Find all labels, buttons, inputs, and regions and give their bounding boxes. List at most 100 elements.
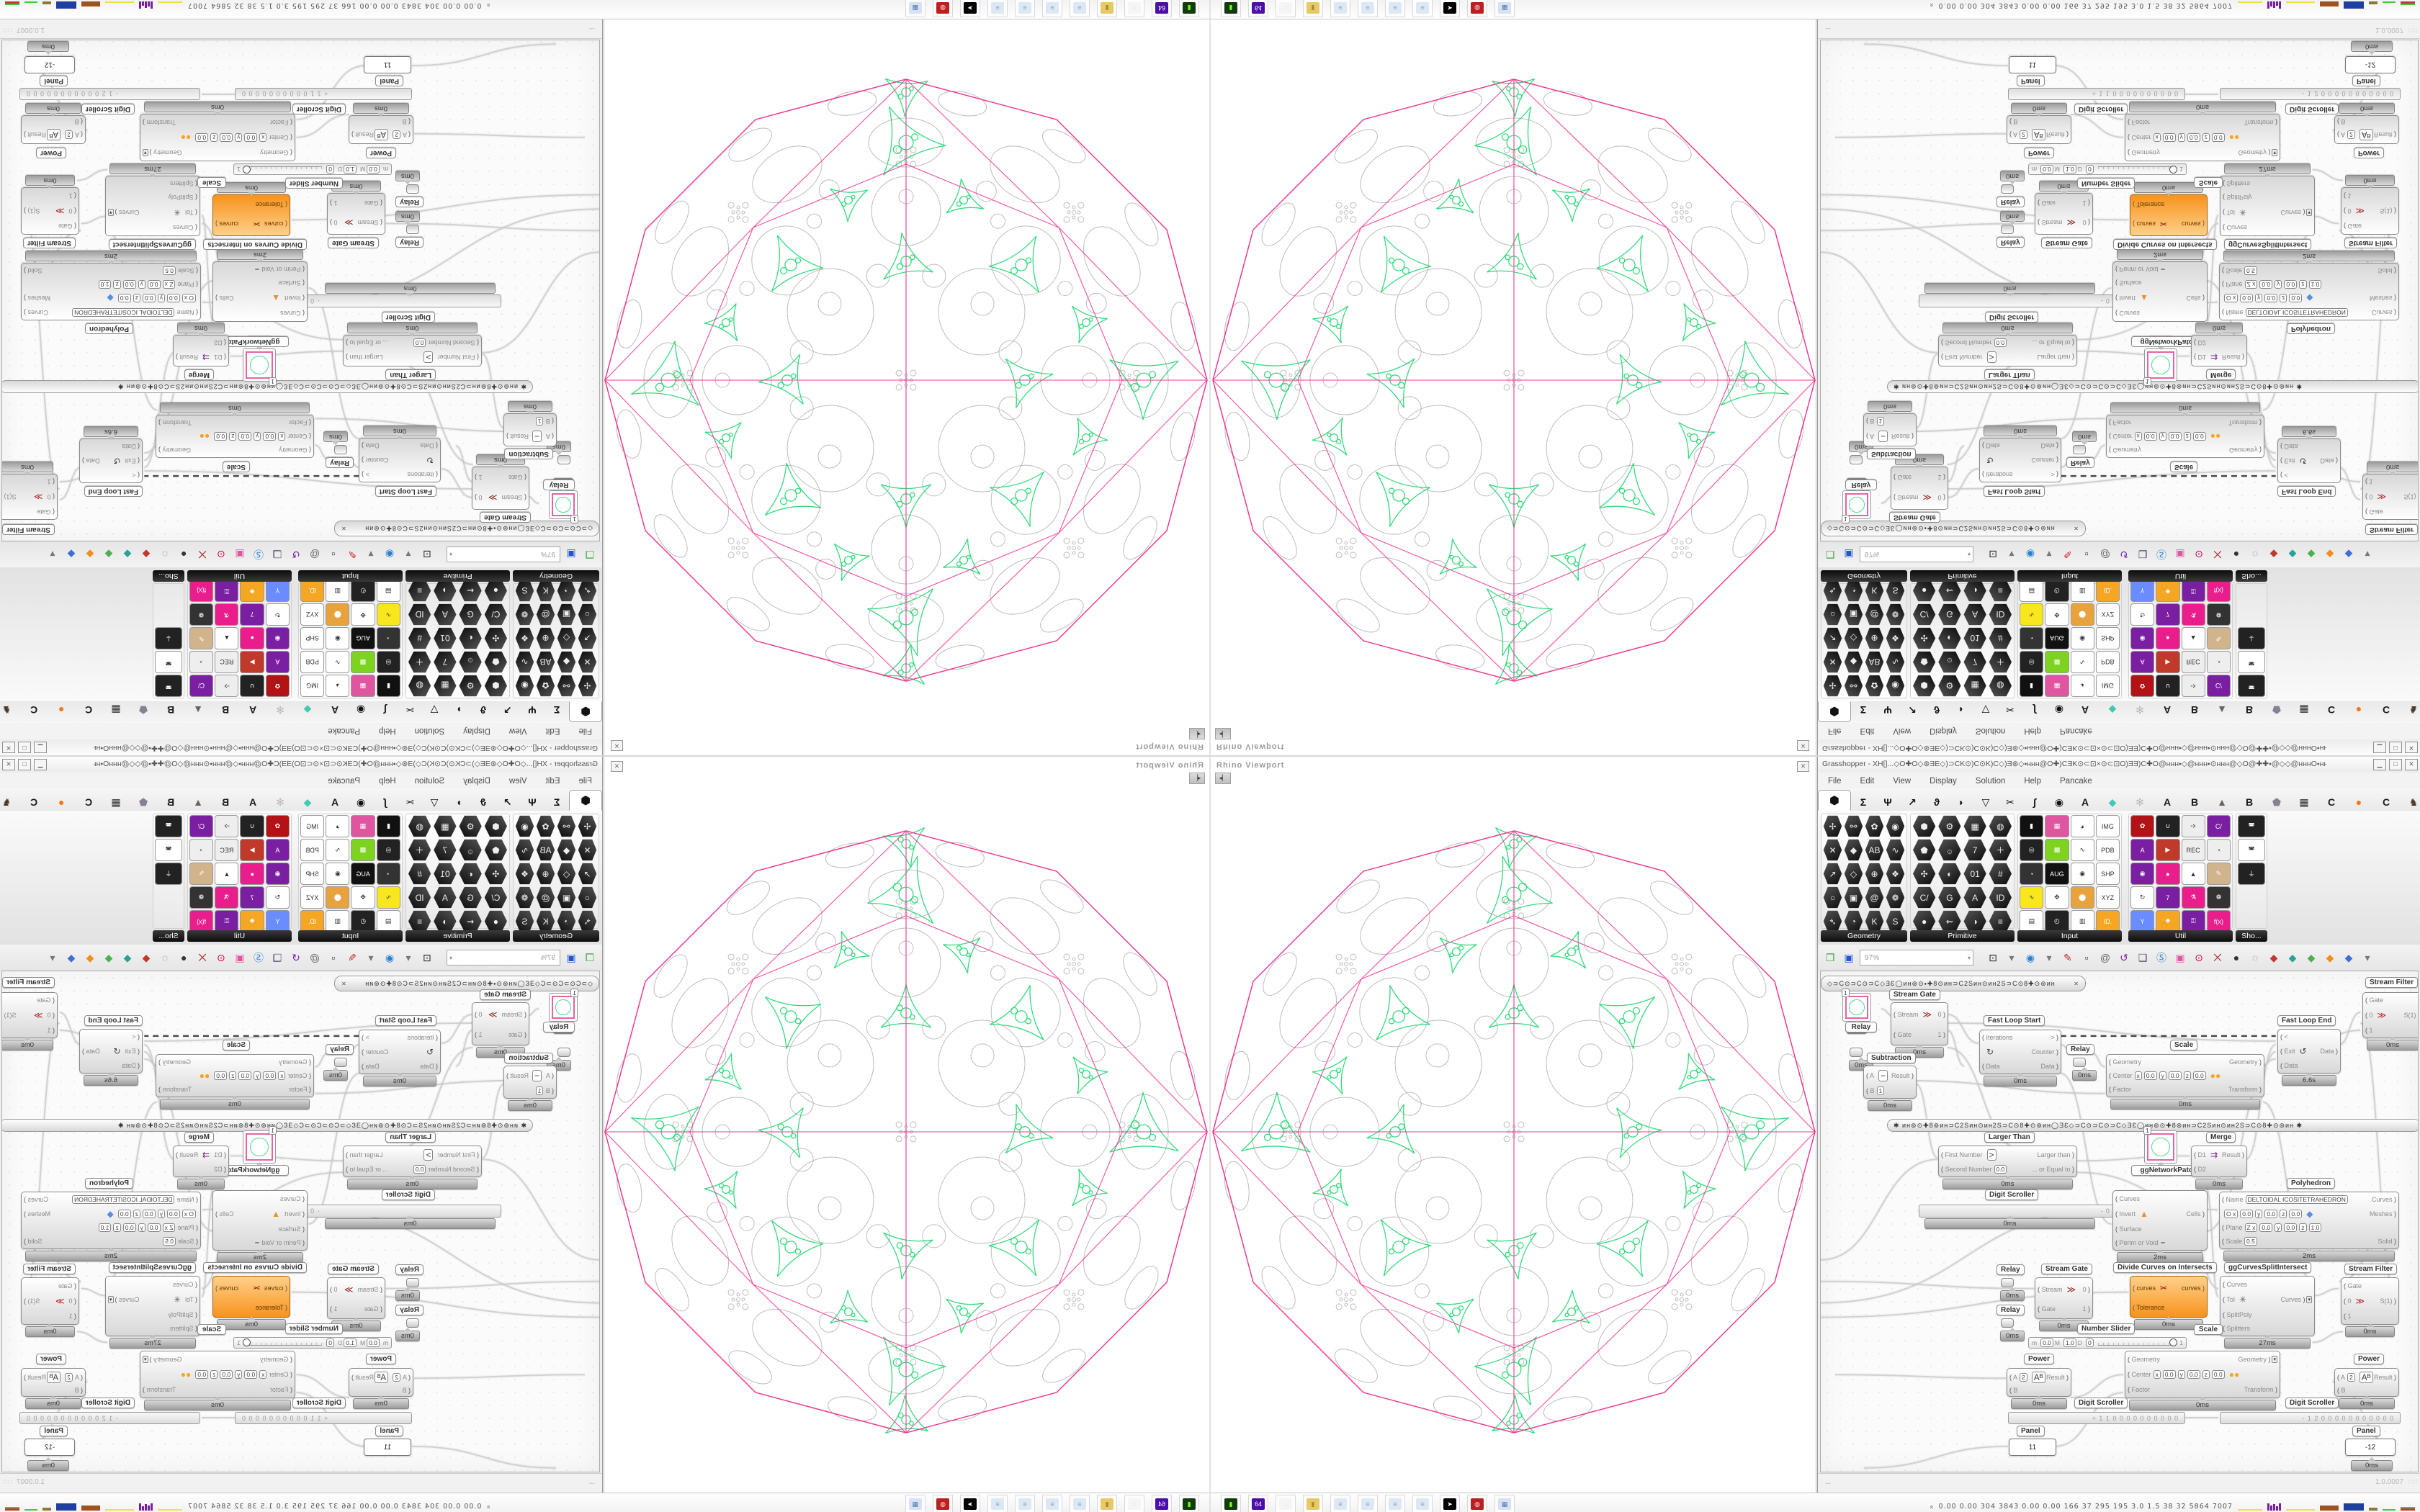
sets-tab[interactable]: Ψ (1883, 704, 1892, 716)
node-label-tag[interactable]: Number Slider (284, 178, 343, 189)
component-icon[interactable]: ❁ (2206, 886, 2231, 909)
value-chip[interactable]: 2 (65, 130, 73, 140)
window-titlebar[interactable]: Grasshopper - XH[]...◇O✚O◇⊛ƎE◇)⊃CK⊙)C⊙K)… (1818, 739, 2420, 755)
node-label-tag[interactable]: Digit Scroller (81, 104, 135, 114)
component-icon[interactable]: ✸ (2156, 580, 2180, 602)
node-label-tag[interactable]: Relay (326, 457, 354, 468)
component-icon[interactable]: XYZ (300, 886, 325, 909)
component-icon[interactable]: ◇ (557, 627, 576, 649)
node-label-tag[interactable]: Power (2024, 148, 2055, 158)
component-icon[interactable]: ◐ (459, 863, 483, 885)
tab-splat[interactable]: ✻ (276, 796, 284, 808)
component-icon[interactable]: ❖ (1886, 627, 1905, 649)
component-icon[interactable]: 01 (433, 627, 457, 649)
component-icon[interactable]: ▩ (2045, 651, 2069, 673)
component-icon[interactable]: ▥ (326, 580, 350, 602)
gha-icon[interactable]: ↺ (292, 549, 300, 561)
component-icon[interactable]: ＋ (408, 651, 431, 673)
notepad-icon[interactable]: ≡ (1330, 1495, 1350, 1512)
dropdown-caret-icon[interactable]: ▾ (2009, 951, 2015, 963)
component-icon[interactable]: K (1865, 910, 1884, 932)
node-label-tag[interactable]: Power (2354, 148, 2385, 158)
gem-red-icon[interactable]: ◆ (2269, 951, 2278, 963)
component-icon[interactable]: A (1963, 603, 1987, 626)
component-icon[interactable]: ▲ (215, 863, 239, 885)
palette-caption[interactable]: Util (2128, 930, 2233, 942)
gem-orange-icon[interactable]: ◆ (2326, 951, 2334, 963)
gem-blue-icon[interactable]: ◆ (2344, 951, 2353, 963)
component-node[interactable]: A2AᴮResultB (2007, 1368, 2071, 1397)
balloons-icon[interactable]: ⊙ (217, 549, 225, 561)
grasshopper-canvas[interactable]: ◇⊃C⊙⊃C⊙⊃C◇ƎƐ◯ин⊚⊙⬩✚8⊙ин⊃C2Sин⊙ин2S⊃C⊙8✚⊙… (1, 971, 600, 1472)
component-icon[interactable]: ⊕ (1865, 627, 1884, 649)
dna-icon[interactable]: ⨉ (198, 549, 207, 561)
component-icon[interactable]: ∿ (2070, 839, 2094, 861)
component-node[interactable]: Stream≫0Gate1 (472, 467, 529, 510)
wire-sphere-icon[interactable]: ◌ (161, 549, 169, 560)
component-icon[interactable]: ↻ (265, 886, 290, 909)
value-chip[interactable]: x (259, 133, 267, 143)
save-file-icon[interactable]: ▣ (1844, 549, 1854, 561)
close-button[interactable]: ✕ (2, 759, 15, 770)
tab-diamond[interactable]: ◆ (2108, 704, 2117, 716)
params-tab[interactable]: ⬢ (569, 701, 602, 722)
component-icon[interactable]: ◉ (326, 863, 350, 885)
component-icon[interactable]: ○ (578, 886, 597, 909)
vector-tab[interactable]: ↗ (1908, 704, 1917, 716)
calculator-icon[interactable]: ▦ (1494, 0, 1515, 17)
tab-a2[interactable]: A (2163, 796, 2172, 808)
wire-sphere-icon[interactable]: ◌ (2251, 549, 2259, 560)
component-icon[interactable]: A (2130, 651, 2155, 673)
component-icon[interactable]: ✿ (1865, 815, 1884, 837)
component-icon[interactable]: ● (2156, 627, 2180, 649)
node-label-tag[interactable]: Stream Gate (480, 512, 531, 523)
component-icon[interactable]: ⚯ (1844, 815, 1863, 837)
component-icon[interactable]: ⬢ (1912, 675, 1936, 697)
tab-a1[interactable]: A (331, 704, 339, 716)
tab-b1[interactable]: B (2190, 704, 2199, 716)
notepad-icon[interactable]: ≡ (1358, 1495, 1378, 1512)
slider-track[interactable] (242, 1338, 323, 1346)
component-icon[interactable]: ✎ (2206, 863, 2231, 885)
tab-shield[interactable]: ⬟ (138, 704, 148, 716)
number-slider-node[interactable]: m 0.0 M 1.0 D 0 1 (233, 1337, 392, 1349)
component-icon[interactable]: ◴ (351, 580, 375, 602)
dark-sphere-icon[interactable]: ● (2233, 952, 2240, 963)
slider-knob[interactable] (2169, 1338, 2178, 1346)
component-icon[interactable]: ⚯ (557, 815, 576, 837)
digit-scroller-node[interactable]: + 1 1 0 0 0 0 0 0 0 0 0 0 (2008, 88, 2185, 100)
component-node[interactable]: Gate0≫S(1)1 (21, 187, 79, 235)
tab-b1[interactable]: B (221, 704, 230, 716)
value-chip[interactable]: 0.0 (2240, 1209, 2254, 1218)
component-icon[interactable]: ❁ (189, 603, 214, 626)
value-chip[interactable]: 0.0 (147, 1223, 161, 1233)
notepad-icon[interactable]: ≡ (1385, 1495, 1405, 1512)
preview-node[interactable] (2144, 1130, 2177, 1164)
component-icon[interactable]: C/ (1912, 886, 1936, 909)
folder-icon[interactable]: ▮ (1097, 1495, 1117, 1512)
value-chip[interactable]: 2 (65, 1372, 73, 1382)
value-chip[interactable]: 0.0 (2187, 1369, 2200, 1379)
tab-c1[interactable]: C (84, 704, 93, 716)
component-icon[interactable]: ◕ (2070, 675, 2094, 697)
surface-tab[interactable]: ◗ (1958, 796, 1965, 808)
component-icon[interactable]: ✥ (351, 886, 375, 909)
retro-computer-icon[interactable]: ▮ (1221, 1495, 1241, 1512)
component-icon[interactable]: ▦ (351, 675, 375, 697)
cursor-app-icon[interactable]: ➤ (960, 1495, 980, 1512)
component-icon[interactable]: ◎ (2020, 839, 2044, 861)
node-label-tag[interactable]: Scale (222, 462, 250, 472)
window-image-icon[interactable]: ❑ (272, 951, 282, 963)
value-chip[interactable]: y (254, 1071, 261, 1080)
node-label-tag[interactable]: Subtraction (1867, 449, 1916, 459)
component-icon[interactable]: ◔ (2020, 863, 2044, 885)
menu-solution[interactable]: Solution (1975, 726, 2006, 736)
component-icon[interactable]: AUG (351, 627, 375, 649)
component-icon[interactable]: ⬟ (484, 839, 508, 861)
component-icon[interactable]: ◍ (1989, 675, 2012, 697)
component-node[interactable]: Stream≫0Gate1 (2035, 1277, 2093, 1319)
value-chip[interactable]: 0.5 (163, 1236, 176, 1246)
component-icon[interactable]: ❁ (189, 886, 214, 909)
value-chip[interactable]: z (2299, 1223, 2307, 1233)
component-node[interactable]: First Number>Larger thanSecond Number0.0… (343, 1146, 482, 1177)
